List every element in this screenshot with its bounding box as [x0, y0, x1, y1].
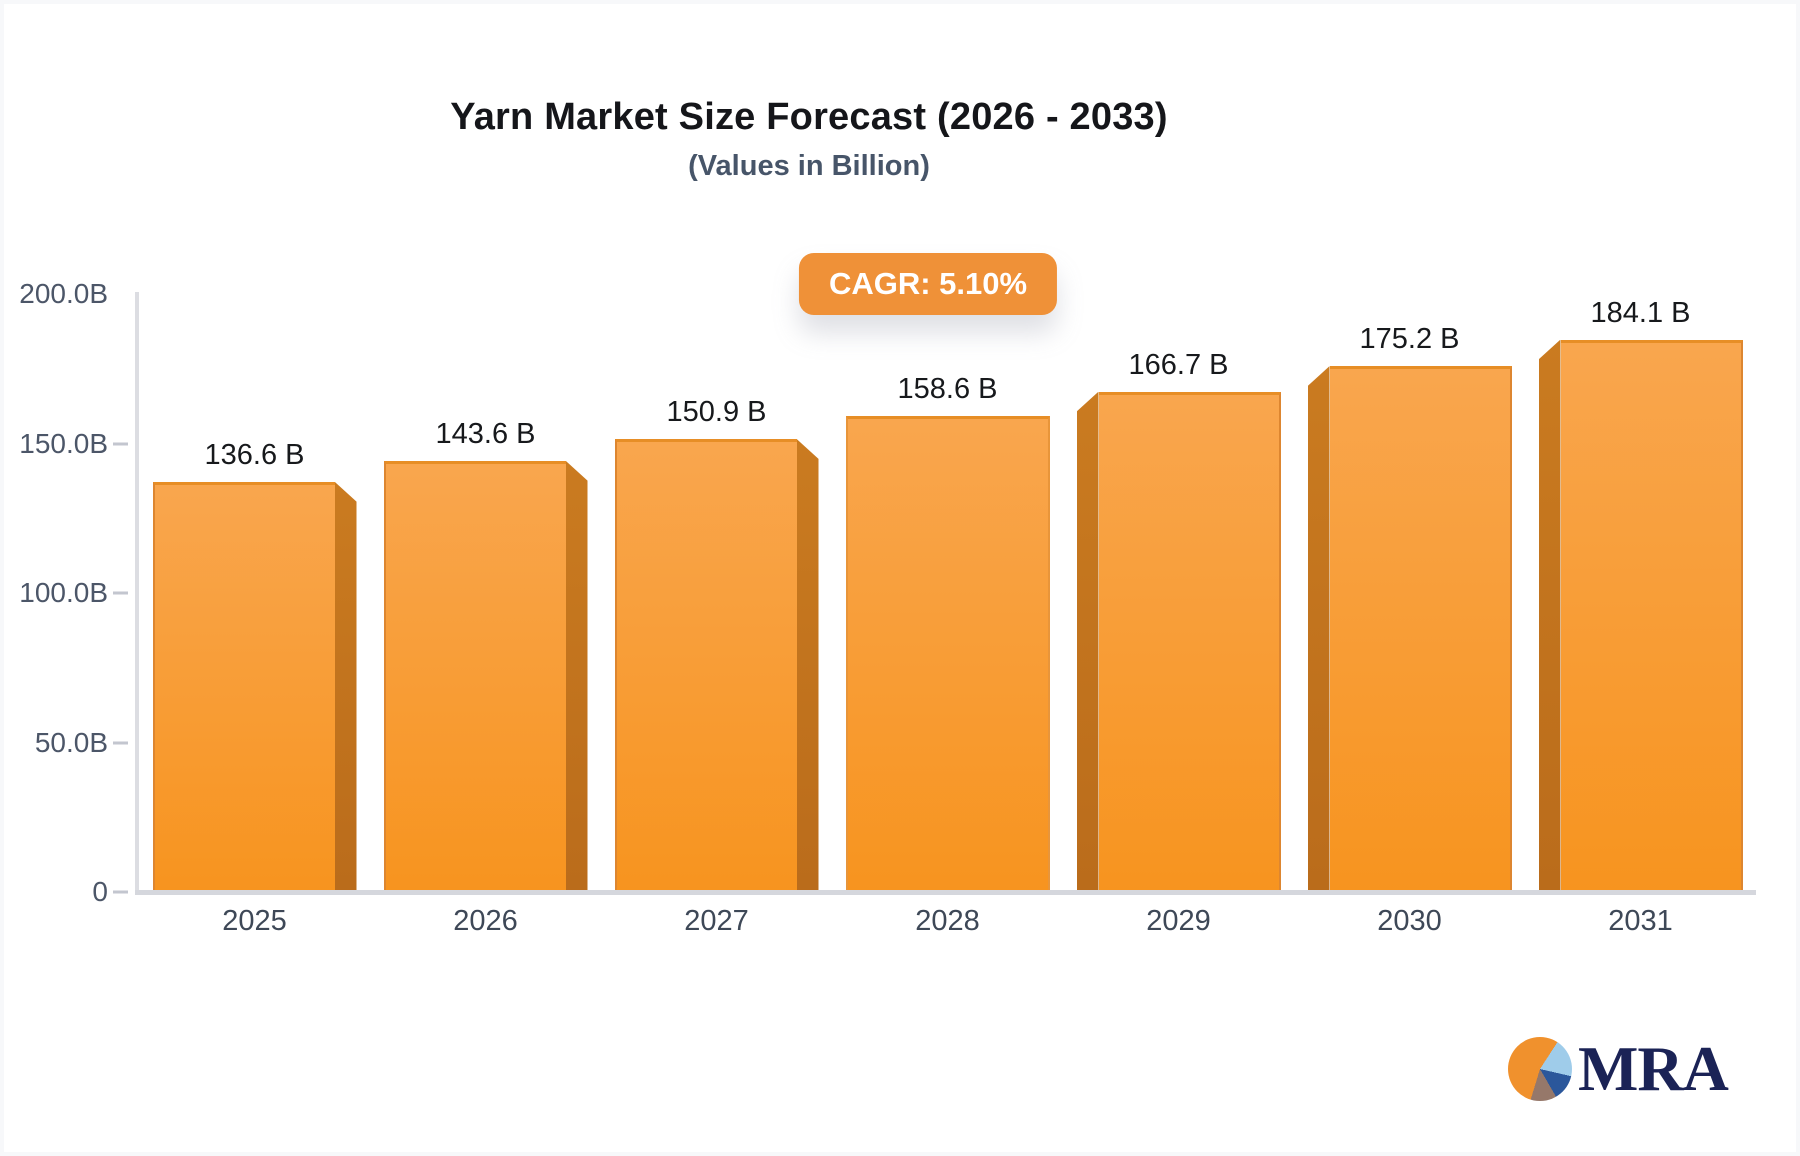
bar-group-2030: 175.2 B	[1294, 292, 1525, 890]
y-tick-label: 150.0B	[19, 427, 108, 459]
bar-value-label: 136.6 B	[204, 438, 305, 471]
bar-value-label: 143.6 B	[435, 417, 536, 450]
x-tick-label: 2026	[453, 905, 518, 937]
x-tick-label: 2025	[222, 905, 287, 937]
bar: 143.6 B	[383, 418, 588, 890]
mra-logo: MRA	[1508, 1033, 1729, 1104]
bar-face	[152, 481, 335, 890]
y-tick-label: 50.0B	[34, 726, 108, 758]
bar: 184.1 B	[1538, 297, 1743, 890]
bar-value-label: 175.2 B	[1359, 323, 1460, 356]
y-tick-mark	[113, 741, 128, 744]
bar: 175.2 B	[1307, 323, 1512, 890]
bar-face	[614, 438, 797, 890]
bar-group-2026: 143.6 B	[370, 292, 601, 890]
bar: 158.6 B	[845, 373, 1050, 890]
bar-group-2029: 166.7 B	[1063, 292, 1294, 890]
chart-subtitle: (Values in Billion)	[688, 150, 930, 182]
bar-face	[845, 415, 1050, 890]
bar-side-panel	[1538, 339, 1561, 890]
x-tick-label: 2029	[1146, 905, 1211, 937]
bar-side-panel	[565, 460, 588, 890]
x-tick-label: 2027	[684, 905, 749, 937]
bar-face	[1329, 366, 1512, 890]
bar-face	[1560, 339, 1743, 890]
y-tick-label: 100.0B	[19, 577, 108, 608]
y-tick-label: 0	[92, 876, 108, 907]
bar-side-panel	[1307, 366, 1330, 890]
bar-face	[1098, 391, 1281, 890]
chart-title: Yarn Market Size Forecast (2026 - 2033)	[450, 96, 1168, 138]
y-tick-mark	[113, 591, 128, 595]
bar-side-panel	[796, 438, 819, 890]
bar-value-label: 166.7 B	[1128, 348, 1229, 381]
cagr-badge: CAGR: 5.10%	[798, 253, 1058, 315]
logo-text: MRA	[1578, 1033, 1729, 1104]
x-tick-label: 2030	[1377, 905, 1442, 937]
bar: 136.6 B	[152, 439, 357, 890]
chart-card: Yarn Market Size Forecast (2026 - 2033) …	[4, 4, 1796, 1152]
bar-face	[383, 460, 566, 890]
x-tick-label: 2031	[1608, 905, 1673, 937]
y-tick-label: 200.0B	[19, 278, 108, 309]
bar: 150.9 B	[614, 396, 819, 890]
bar-group-2025: 136.6 B	[139, 292, 370, 890]
bar-group-2031: 184.1 B	[1525, 292, 1756, 890]
bar-group-2028: 158.6 B	[832, 292, 1063, 890]
bar: 166.7 B	[1076, 349, 1281, 890]
pie-chart-icon	[1508, 1037, 1572, 1101]
y-tick-mark	[113, 890, 128, 894]
y-axis-line	[135, 292, 139, 893]
bar-value-label: 184.1 B	[1590, 296, 1691, 329]
bar-value-label: 150.9 B	[666, 395, 767, 428]
x-axis-labels: 2025 2026 2027 2028 2029 2030 2031	[139, 905, 1756, 938]
bar-side-panel	[1076, 391, 1099, 890]
bar-group-2027: 150.9 B	[601, 292, 832, 890]
bar-value-label: 158.6 B	[897, 372, 998, 405]
x-tick-label: 2028	[915, 905, 980, 937]
y-tick-mark	[113, 442, 128, 445]
x-axis-line	[135, 890, 1756, 895]
bar-side-panel	[334, 481, 357, 890]
bars-area: 136.6 B 143.6 B 150.9 B 158.6 B 166.7 B 175.2…	[139, 292, 1756, 890]
